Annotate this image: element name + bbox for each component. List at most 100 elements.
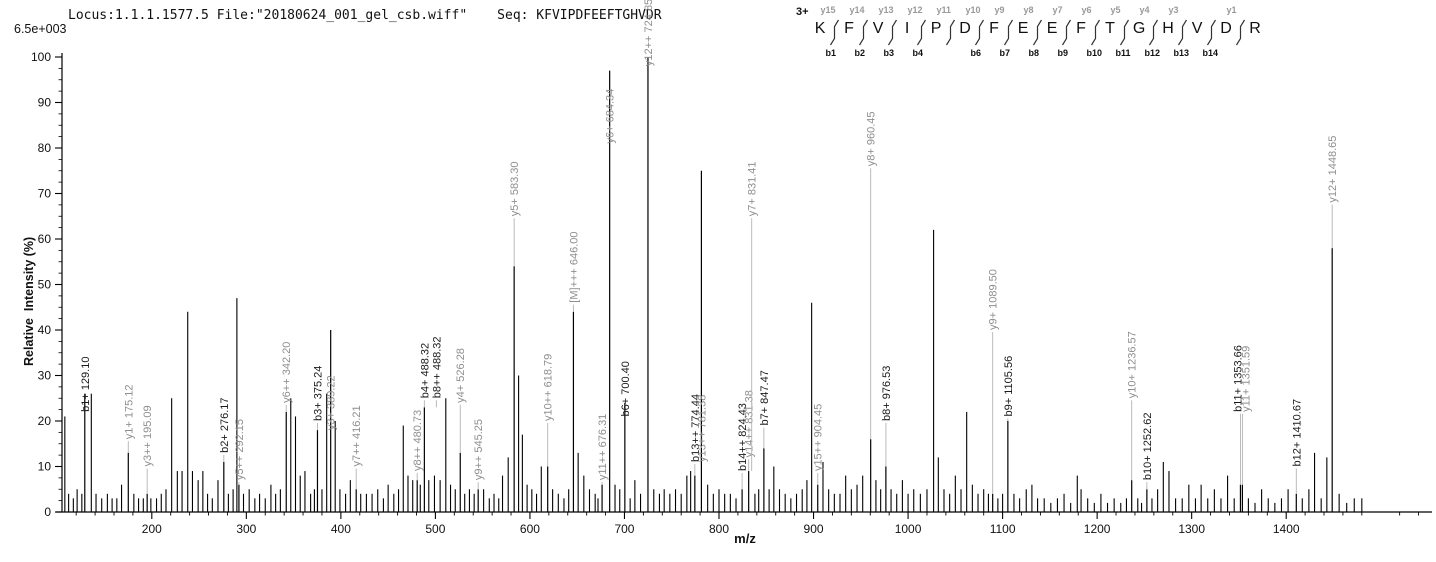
b-ion-tag: b9 (1057, 48, 1069, 58)
peak-label: y10+ 1236.57 (1127, 331, 1139, 398)
x-axis-title: m/z (734, 531, 756, 546)
peak-label: b11+ 1353.66 (1232, 345, 1244, 412)
residue-letter: G (1132, 20, 1146, 37)
peak-label: y5++ 292.15 (234, 419, 246, 480)
peak-label: y5+ 583.30 (509, 162, 521, 217)
cleavage-mark-icon (1003, 19, 1013, 46)
y-tick-label: 90 (38, 96, 52, 110)
peak-label: y4+ 526.28 (455, 348, 467, 403)
cleavage-mark-icon (1090, 19, 1100, 46)
cleavage-mark: b14 (1203, 4, 1218, 60)
y-tick-label: 60 (38, 232, 52, 246)
peak-label: y3++ 195.09 (142, 405, 154, 466)
x-tick-label: 1300 (1178, 522, 1205, 536)
b-ion-tag: b10 (1086, 48, 1103, 58)
peak-label: b8++ 488.32 (431, 336, 443, 398)
residue-letter: H (1162, 20, 1174, 37)
residue-letter: V (1191, 20, 1203, 37)
y-tick-label: 40 (38, 323, 52, 337)
peak-label: b6+ 700.40 (620, 361, 632, 416)
cleavage-mark-icon (829, 19, 839, 46)
y-ion-tag: y13 (878, 5, 894, 15)
b-ion-tag: b8 (1028, 48, 1040, 58)
y-ion-tag: y15 (820, 5, 836, 15)
y-ion-tag: y6 (1081, 5, 1092, 15)
x-tick-label: 1200 (1084, 522, 1111, 536)
peak-label: y11+ 1351.59 (1240, 346, 1252, 412)
y-ion-tag: y7 (1052, 5, 1063, 15)
residue-letter: R (1249, 20, 1261, 37)
peak-label: y13++ 781.38 (696, 395, 708, 462)
cleavage-mark: y4 b12 (1140, 4, 1161, 60)
y-ion-tag: y1 (1226, 5, 1237, 15)
cleavage-mark: y12 b4 (908, 4, 928, 60)
cleavage-mark-icon (1235, 19, 1245, 46)
cleavage-mark: y10 b6 (966, 4, 986, 60)
cleavage-mark-icon (916, 19, 926, 46)
x-tick-label: 900 (804, 522, 824, 536)
residue-letter: P (930, 20, 942, 37)
peak-label: y8++ 480.73 (412, 410, 424, 471)
peak-label: y10++ 618.79 (543, 354, 555, 421)
residue-letter: F (844, 20, 854, 37)
residue-letter: E (1017, 20, 1029, 37)
y-tick-label: 20 (38, 414, 52, 428)
peak-label: y7++ 416.21 (351, 405, 363, 466)
x-tick-label: 600 (520, 522, 540, 536)
y-tick-label: 0 (44, 505, 51, 519)
y-tick-label: 10 (38, 460, 52, 474)
cleavage-mark: y11 (937, 4, 957, 60)
y-ion-tag: y3 (1168, 5, 1179, 15)
y-ion-tag: y4 (1139, 5, 1150, 15)
y-ion-tag: y9 (994, 5, 1005, 15)
cleavage-mark-icon (858, 19, 868, 46)
residue-letter: T (1105, 20, 1115, 37)
b-ion-tag: b1 (825, 48, 837, 58)
residue-letter: V (872, 20, 884, 37)
residue-letter: D (1220, 20, 1232, 37)
y-ion-tag: y11 (936, 5, 952, 15)
y-ion-tag: y12 (907, 5, 923, 15)
y-tick-label: 50 (38, 278, 52, 292)
cleavage-mark-icon (974, 19, 984, 46)
peak-label: b1+ 129.10 (80, 357, 92, 412)
cleavage-mark-icon (1206, 19, 1216, 46)
b-ion-tag: b7 (999, 48, 1011, 58)
max-intensity-text: 6.5e+003 (14, 22, 67, 36)
cleavage-mark: y6 b10 (1082, 4, 1103, 60)
y-tick-label: 80 (38, 141, 52, 155)
peak-label: y12+ 1448.65 (1327, 136, 1339, 203)
peak-label: b10+ 1252.62 (1142, 413, 1154, 481)
residue-letter: F (989, 20, 999, 37)
cleavage-mark: y3 b13 (1169, 4, 1190, 60)
residue-letter: E (1046, 20, 1058, 37)
y-tick-label: 70 (38, 187, 52, 201)
cleavage-mark: y15 b1 (821, 4, 841, 60)
precursor-charge: 3+ (796, 6, 809, 18)
peak-label: y11++ 676.31 (597, 414, 609, 480)
peak-label: y9+ 1089.50 (988, 269, 1000, 330)
residue-letter: F (1076, 20, 1086, 37)
peak-label: y6+ 684.34 (605, 89, 617, 144)
y-tick-label: 30 (38, 369, 52, 383)
cleavage-mark: y8 b8 (1024, 4, 1044, 60)
b-ion-tag: b4 (912, 48, 924, 58)
header-line: Locus:1.1.1.1577.5 File:"20180624_001_ge… (68, 8, 662, 23)
cleavage-mark: y1 (1227, 4, 1247, 60)
residue-letter: D (959, 20, 971, 37)
b-ion-tag: b2 (854, 48, 866, 58)
b-ion-tag: b6 (970, 48, 982, 58)
